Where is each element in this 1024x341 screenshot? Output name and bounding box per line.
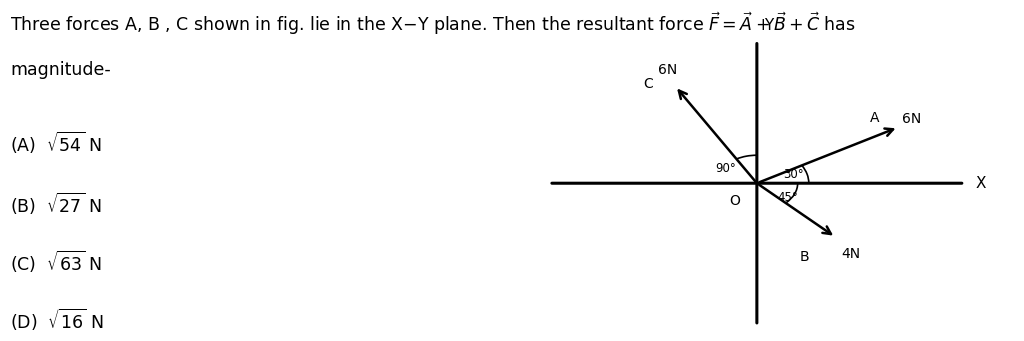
Text: X: X [976, 176, 986, 191]
Text: (C)  $\sqrt{63}$ N: (C) $\sqrt{63}$ N [10, 249, 102, 275]
Text: 90°: 90° [716, 162, 736, 176]
Text: Y: Y [764, 18, 773, 33]
Text: magnitude-: magnitude- [10, 61, 111, 79]
Text: (D)  $\sqrt{16}$ N: (D) $\sqrt{16}$ N [10, 307, 103, 333]
Text: 6N: 6N [902, 112, 922, 126]
Text: (A)  $\sqrt{54}$ N: (A) $\sqrt{54}$ N [10, 130, 102, 155]
Text: 45°: 45° [777, 191, 799, 204]
Text: C: C [643, 77, 653, 91]
Text: 4N: 4N [842, 247, 860, 262]
Text: (B)  $\sqrt{27}$ N: (B) $\sqrt{27}$ N [10, 191, 102, 217]
Text: A: A [870, 111, 880, 125]
Text: 6N: 6N [658, 63, 678, 77]
Text: B: B [800, 250, 810, 264]
Text: O: O [730, 194, 740, 208]
Text: 30°: 30° [782, 167, 804, 181]
Text: Three forces A, B , C shown in fig. lie in the X−Y plane. Then the resultant for: Three forces A, B , C shown in fig. lie … [10, 10, 856, 37]
